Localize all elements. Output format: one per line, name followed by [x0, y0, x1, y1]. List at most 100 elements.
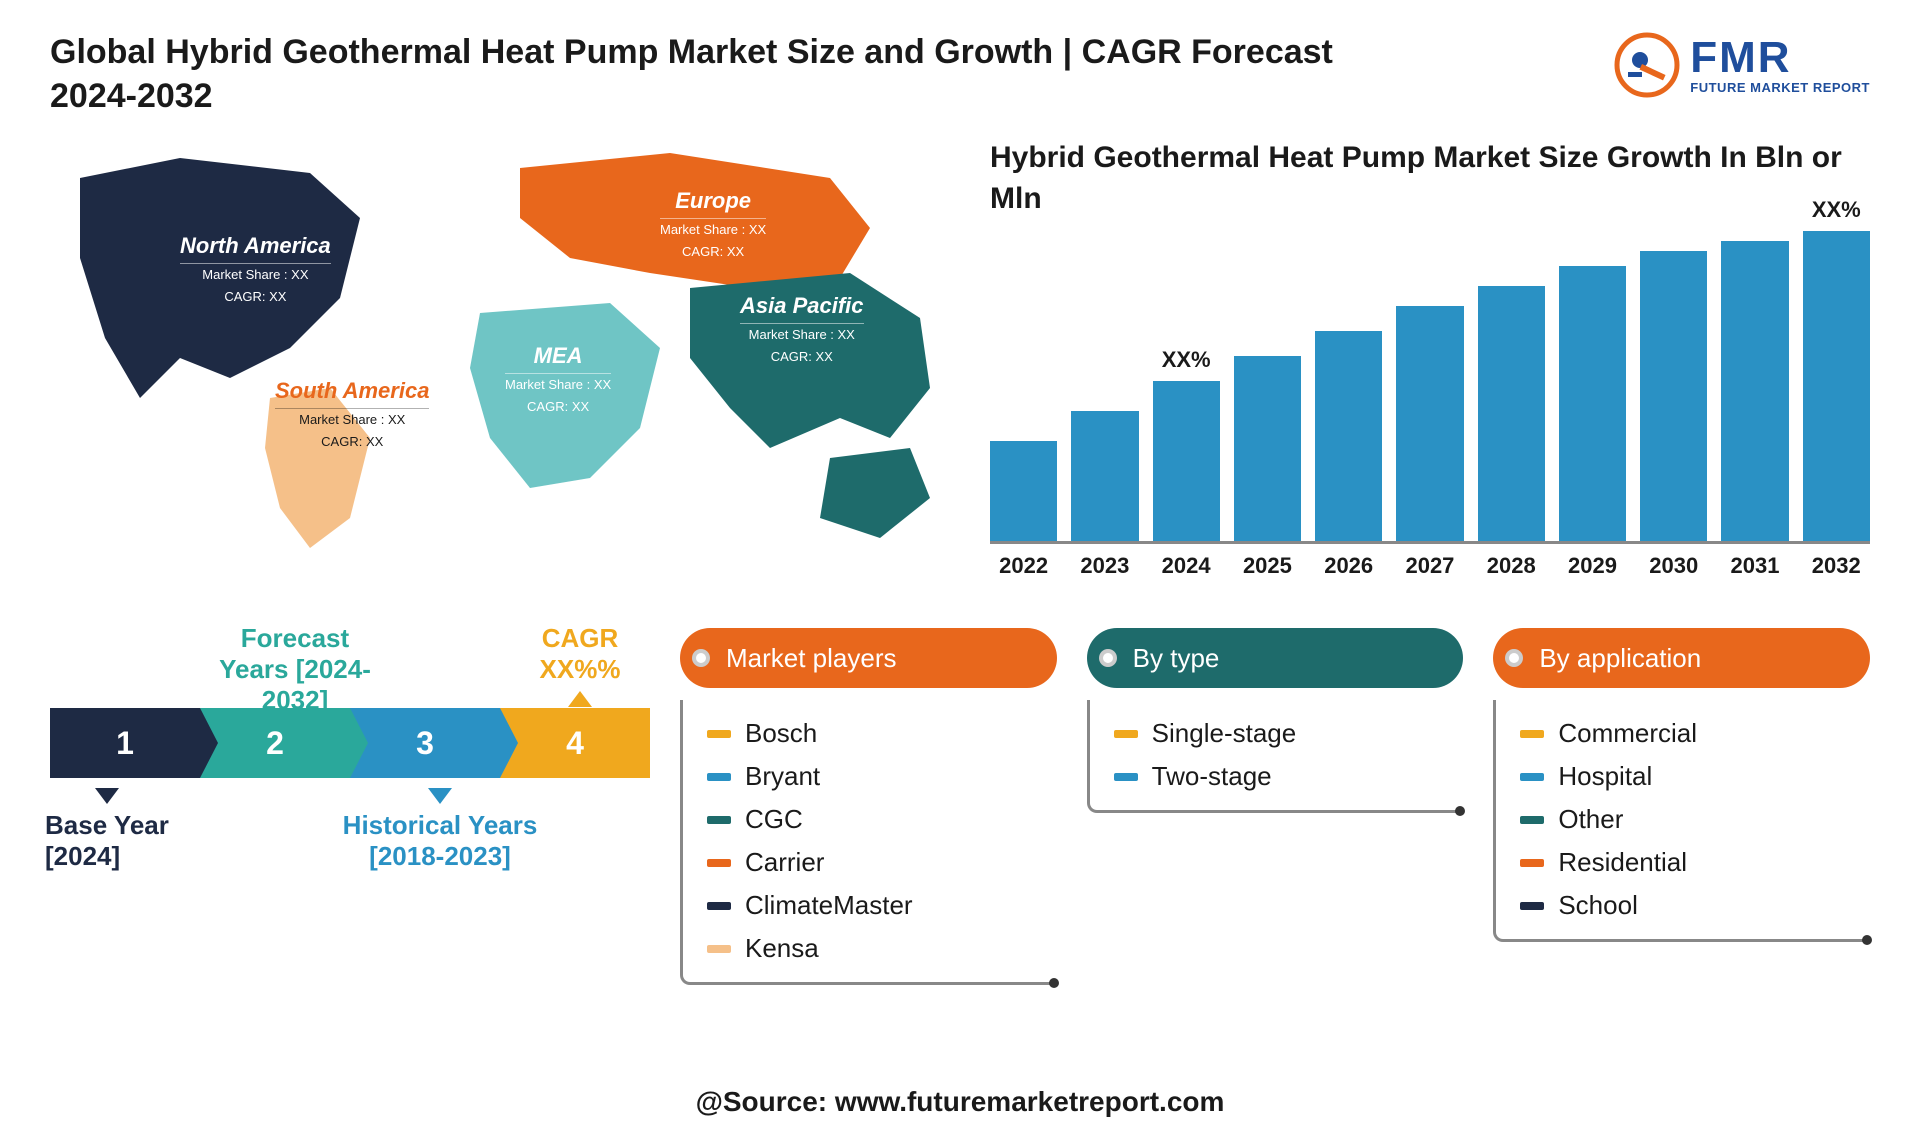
bar-year-label: 2025 — [1243, 553, 1292, 579]
timeline-seg-2: 2 — [200, 708, 350, 778]
list-item-label: Carrier — [745, 847, 824, 878]
region-mea: MEA Market Share : XX CAGR: XX — [505, 343, 611, 414]
bullet-icon — [707, 945, 731, 953]
pill-by-type: By type — [1087, 628, 1464, 688]
bar-col: 2023 — [1071, 411, 1138, 541]
pill-by-application: By application — [1493, 628, 1870, 688]
bar-year-label: 2032 — [1812, 553, 1861, 579]
list-item: Other — [1520, 798, 1850, 841]
bar-col: 2031 — [1721, 241, 1788, 541]
header: Global Hybrid Geothermal Heat Pump Marke… — [50, 30, 1870, 118]
bar-col: 2029 — [1559, 266, 1626, 541]
region-europe: Europe Market Share : XX CAGR: XX — [660, 188, 766, 259]
bar-col: 2026 — [1315, 331, 1382, 541]
bullet-icon — [1520, 902, 1544, 910]
timeline-label-historical: Historical Years [2018-2023] — [330, 788, 550, 872]
region-north-america: North America Market Share : XX CAGR: XX — [180, 233, 331, 304]
list-item: Commercial — [1520, 712, 1850, 755]
bar-year-label: 2030 — [1649, 553, 1698, 579]
bar-col: XX%2024 — [1153, 381, 1220, 541]
brand-logo: FMR FUTURE MARKET REPORT — [1612, 30, 1870, 100]
list-item-label: Hospital — [1558, 761, 1652, 792]
list-item: ClimateMaster — [707, 884, 1037, 927]
bar-col: 2028 — [1478, 286, 1545, 541]
logo-text: FMR — [1690, 36, 1870, 80]
bullet-icon — [707, 816, 731, 824]
bar-col: 2025 — [1234, 356, 1301, 541]
bar-col: 2027 — [1396, 306, 1463, 541]
bullet-icon — [1114, 730, 1138, 738]
bullet-icon — [1520, 816, 1544, 824]
list-item: Kensa — [707, 927, 1037, 970]
bar-col: 2022 — [990, 441, 1057, 541]
bullet-icon — [1520, 773, 1544, 781]
list-market-players: Bosch Bryant CGC Carrier ClimateMaster Kensa — [680, 700, 1057, 985]
bar — [1315, 331, 1382, 541]
list-item: Single-stage — [1114, 712, 1444, 755]
bar — [1559, 266, 1626, 541]
list-item-label: Bryant — [745, 761, 820, 792]
timeline-seg-4: 4 — [500, 708, 650, 778]
source-attribution: @Source: www.futuremarketreport.com — [0, 1086, 1920, 1118]
bar-year-label: 2027 — [1405, 553, 1454, 579]
pill-dot-icon — [1505, 649, 1523, 667]
list-item: Two-stage — [1114, 755, 1444, 798]
chart-bars: 20222023XX%20242025202620272028202920302… — [990, 234, 1870, 544]
pill-dot-icon — [1099, 649, 1117, 667]
logo-subtext: FUTURE MARKET REPORT — [1690, 80, 1870, 95]
list-item-label: CGC — [745, 804, 803, 835]
bar — [990, 441, 1057, 541]
timeline-bar: 1 2 3 4 — [50, 708, 650, 778]
category-market-players: Market players Bosch Bryant CGC Carrier Clim… — [680, 628, 1057, 985]
list-item: CGC — [707, 798, 1037, 841]
chart-title: Hybrid Geothermal Heat Pump Market Size … — [990, 138, 1870, 219]
page-title: Global Hybrid Geothermal Heat Pump Marke… — [50, 30, 1400, 118]
list-item: Bryant — [707, 755, 1037, 798]
bullet-icon — [707, 730, 731, 738]
pill-dot-icon — [692, 649, 710, 667]
spyglass-icon — [1612, 30, 1682, 100]
list-item-label: Two-stage — [1152, 761, 1272, 792]
bullet-icon — [707, 859, 731, 867]
bar-year-label: 2023 — [1080, 553, 1129, 579]
list-item-label: School — [1558, 890, 1638, 921]
list-item: Bosch — [707, 712, 1037, 755]
pill-market-players: Market players — [680, 628, 1057, 688]
bullet-icon — [1114, 773, 1138, 781]
list-item: Hospital — [1520, 755, 1850, 798]
bar-col: XX%2032 — [1803, 231, 1870, 541]
region-south-america: South America Market Share : XX CAGR: XX — [275, 378, 429, 449]
bar-year-label: 2026 — [1324, 553, 1373, 579]
bullet-icon — [707, 902, 731, 910]
region-asia-pacific: Asia Pacific Market Share : XX CAGR: XX — [740, 293, 864, 364]
list-item: School — [1520, 884, 1850, 927]
bar — [1396, 306, 1463, 541]
bar-year-label: 2028 — [1487, 553, 1536, 579]
list-item-label: Kensa — [745, 933, 819, 964]
bar-year-label: 2024 — [1162, 553, 1211, 579]
list-item: Carrier — [707, 841, 1037, 884]
category-by-application: By application Commercial Hospital Other Re… — [1493, 628, 1870, 942]
list-by-application: Commercial Hospital Other Residential School — [1493, 700, 1870, 942]
world-map: North America Market Share : XX CAGR: XX… — [50, 138, 950, 558]
bar-col: 2030 — [1640, 251, 1707, 541]
timeline-seg-1: 1 — [50, 708, 200, 778]
list-item-label: Other — [1558, 804, 1623, 835]
bullet-icon — [707, 773, 731, 781]
bar — [1234, 356, 1301, 541]
bar — [1803, 231, 1870, 541]
list-item-label: Single-stage — [1152, 718, 1297, 749]
list-by-type: Single-stage Two-stage — [1087, 700, 1464, 813]
growth-bar-chart: Hybrid Geothermal Heat Pump Market Size … — [990, 138, 1870, 558]
list-item-label: Residential — [1558, 847, 1687, 878]
bullet-icon — [1520, 730, 1544, 738]
bar — [1153, 381, 1220, 541]
timeline: Forecast Years [2024-2032] CAGR XX%% 1 2… — [50, 628, 650, 778]
bar — [1071, 411, 1138, 541]
timeline-label-cagr: CAGR XX%% — [520, 623, 640, 707]
timeline-seg-3: 3 — [350, 708, 500, 778]
list-item: Residential — [1520, 841, 1850, 884]
bar-year-label: 2031 — [1731, 553, 1780, 579]
list-item-label: Bosch — [745, 718, 817, 749]
bar — [1478, 286, 1545, 541]
